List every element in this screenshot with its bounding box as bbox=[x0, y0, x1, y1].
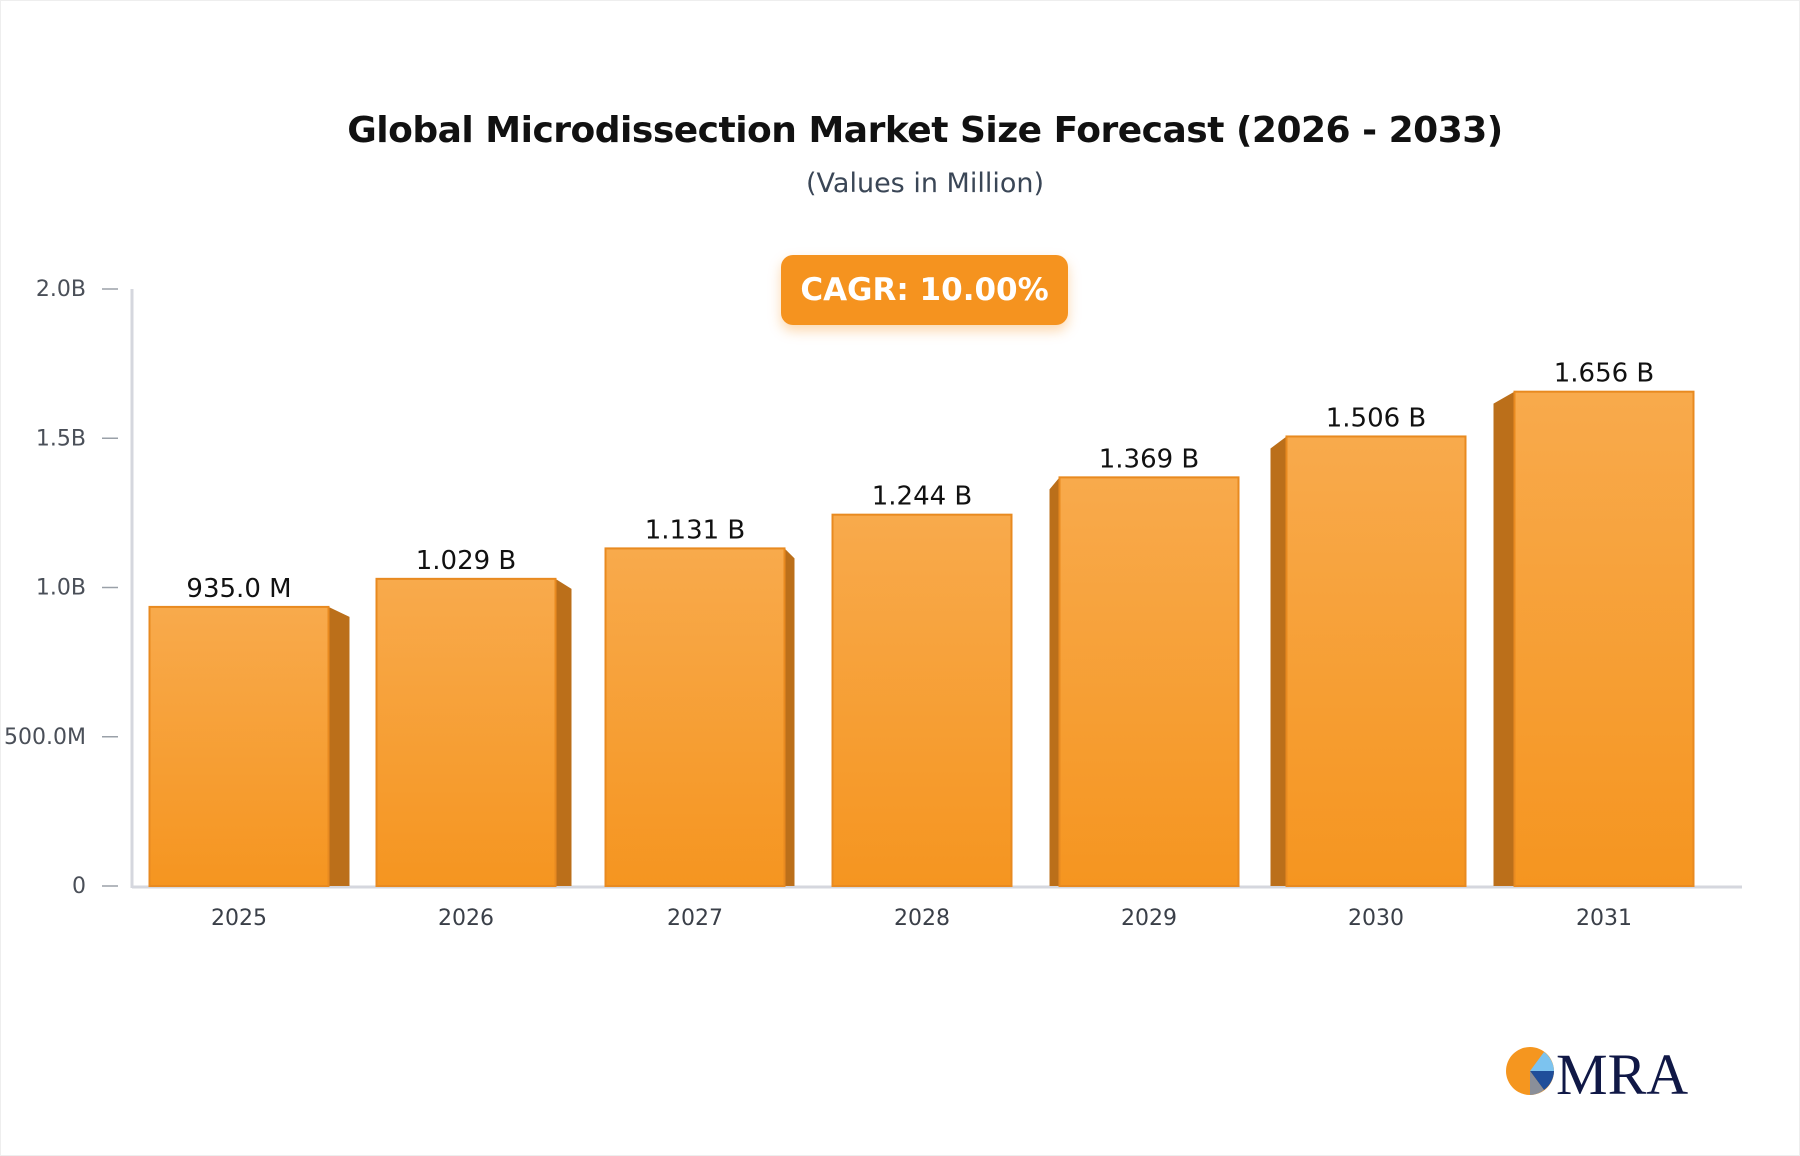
bar-value-label: 1.244 B bbox=[872, 482, 973, 512]
bar bbox=[1058, 476, 1240, 887]
logo-text: MRA bbox=[1556, 1042, 1688, 1102]
bar-value-label: 1.369 B bbox=[1099, 444, 1200, 474]
bar-group: 1.506 B 2030 bbox=[1270, 403, 1467, 931]
bar bbox=[604, 547, 786, 887]
bar-side bbox=[328, 606, 350, 886]
bar-side bbox=[555, 578, 572, 886]
bar-value-label: 1.656 B bbox=[1554, 359, 1655, 389]
x-tick-label: 2030 bbox=[1348, 906, 1404, 931]
bar bbox=[1285, 435, 1467, 887]
bar-group: 1.029 B 2026 bbox=[375, 546, 572, 931]
pie-logo-icon: MRA bbox=[1506, 1042, 1688, 1102]
bar bbox=[1513, 390, 1695, 887]
bar-group: 935.0 M 2025 bbox=[148, 574, 350, 931]
bar-side bbox=[1270, 436, 1287, 886]
bar-value-label: 1.131 B bbox=[645, 515, 746, 545]
bar-group: 1.131 B 2027 bbox=[604, 515, 795, 931]
y-tick-label: 500.0M bbox=[4, 725, 86, 750]
bar bbox=[148, 605, 330, 888]
bar-group: 1.369 B 2029 bbox=[1049, 444, 1240, 931]
bar bbox=[831, 513, 1013, 888]
bar-side bbox=[1493, 391, 1515, 886]
bar-value-label: 1.506 B bbox=[1326, 403, 1427, 433]
chart-subtitle: (Values in Million) bbox=[806, 168, 1044, 199]
x-tick-label: 2028 bbox=[894, 906, 950, 931]
chart-title: Global Microdissection Market Size Forec… bbox=[347, 110, 1503, 151]
x-tick-label: 2029 bbox=[1121, 906, 1177, 931]
bar-group: 1.656 B 2031 bbox=[1493, 359, 1695, 931]
y-tick-label: 0 bbox=[72, 874, 86, 899]
bar-value-label: 1.029 B bbox=[416, 546, 517, 576]
x-tick-label: 2027 bbox=[667, 906, 723, 931]
bar-value-label: 935.0 M bbox=[186, 574, 291, 604]
mra-logo: MRA bbox=[1504, 1040, 1704, 1102]
y-tick-label: 1.5B bbox=[36, 426, 86, 451]
bar-group: 1.244 B 2028 bbox=[831, 482, 1013, 931]
x-tick-label: 2025 bbox=[211, 906, 267, 931]
y-tick-label: 1.0B bbox=[36, 576, 86, 601]
cagr-badge: CAGR: 10.00% bbox=[781, 255, 1068, 325]
x-tick-label: 2026 bbox=[438, 906, 494, 931]
bar-side bbox=[1049, 477, 1060, 886]
bar bbox=[375, 577, 557, 887]
bar-side bbox=[784, 548, 795, 886]
x-tick-label: 2031 bbox=[1576, 906, 1632, 931]
y-tick-label: 2.0B bbox=[36, 277, 86, 302]
